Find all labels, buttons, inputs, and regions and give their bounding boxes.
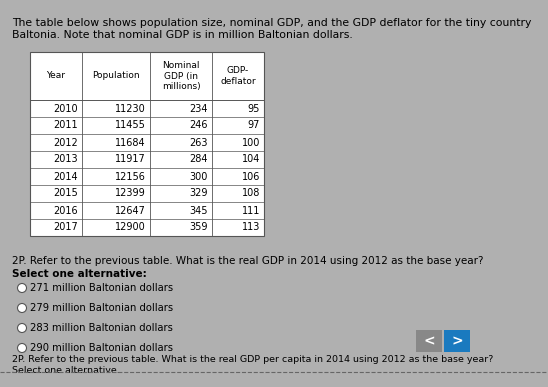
Text: The table below shows population size, nominal GDP, and the GDP deflator for the: The table below shows population size, n…	[12, 18, 532, 28]
Text: 2014: 2014	[53, 171, 78, 182]
Text: 271 million Baltonian dollars: 271 million Baltonian dollars	[30, 283, 173, 293]
Text: 279 million Baltonian dollars: 279 million Baltonian dollars	[30, 303, 173, 313]
Text: 284: 284	[190, 154, 208, 164]
Text: 95: 95	[248, 103, 260, 113]
Text: 97: 97	[248, 120, 260, 130]
Text: 329: 329	[190, 188, 208, 199]
Text: Nominal
GDP (in
millions): Nominal GDP (in millions)	[162, 61, 201, 91]
Text: 2011: 2011	[53, 120, 78, 130]
Text: Population: Population	[92, 72, 140, 80]
Text: 12156: 12156	[115, 171, 146, 182]
Text: 2P. Refer to the previous table. What is the real GDP in 2014 using 2012 as the : 2P. Refer to the previous table. What is…	[12, 256, 483, 266]
Text: Year: Year	[47, 72, 66, 80]
Text: 234: 234	[190, 103, 208, 113]
Text: 359: 359	[190, 223, 208, 233]
Text: 12900: 12900	[115, 223, 146, 233]
FancyBboxPatch shape	[416, 330, 442, 352]
Text: 290 million Baltonian dollars: 290 million Baltonian dollars	[30, 343, 173, 353]
Circle shape	[18, 303, 26, 312]
Text: 113: 113	[242, 223, 260, 233]
Text: 12399: 12399	[115, 188, 146, 199]
Text: Select one alternative:: Select one alternative:	[12, 269, 147, 279]
Text: 345: 345	[190, 205, 208, 216]
Text: 106: 106	[242, 171, 260, 182]
Text: 11684: 11684	[116, 137, 146, 147]
Text: 2015: 2015	[53, 188, 78, 199]
Text: 246: 246	[190, 120, 208, 130]
Circle shape	[18, 344, 26, 353]
Text: 2P. Refer to the previous table. What is the real GDP per capita in 2014 using 2: 2P. Refer to the previous table. What is…	[12, 355, 493, 364]
Text: Select one alternative.: Select one alternative.	[12, 366, 120, 375]
Text: 104: 104	[242, 154, 260, 164]
Text: 11230: 11230	[115, 103, 146, 113]
Text: 11917: 11917	[115, 154, 146, 164]
Text: 2017: 2017	[53, 223, 78, 233]
FancyBboxPatch shape	[444, 330, 470, 352]
Text: 2010: 2010	[53, 103, 78, 113]
Text: 2016: 2016	[53, 205, 78, 216]
Text: 2012: 2012	[53, 137, 78, 147]
Text: 300: 300	[190, 171, 208, 182]
Circle shape	[18, 284, 26, 293]
Text: 263: 263	[190, 137, 208, 147]
Text: 12647: 12647	[115, 205, 146, 216]
Text: >: >	[451, 334, 463, 348]
Circle shape	[18, 324, 26, 332]
Text: 111: 111	[242, 205, 260, 216]
Text: 100: 100	[242, 137, 260, 147]
Text: GDP-
deflator: GDP- deflator	[220, 66, 256, 86]
Text: 283 million Baltonian dollars: 283 million Baltonian dollars	[30, 323, 173, 333]
Text: 108: 108	[242, 188, 260, 199]
FancyBboxPatch shape	[30, 52, 264, 236]
Text: <: <	[423, 334, 435, 348]
Text: 2013: 2013	[53, 154, 78, 164]
Text: 11455: 11455	[115, 120, 146, 130]
Text: Baltonia. Note that nominal GDP is in million Baltonian dollars.: Baltonia. Note that nominal GDP is in mi…	[12, 30, 353, 40]
